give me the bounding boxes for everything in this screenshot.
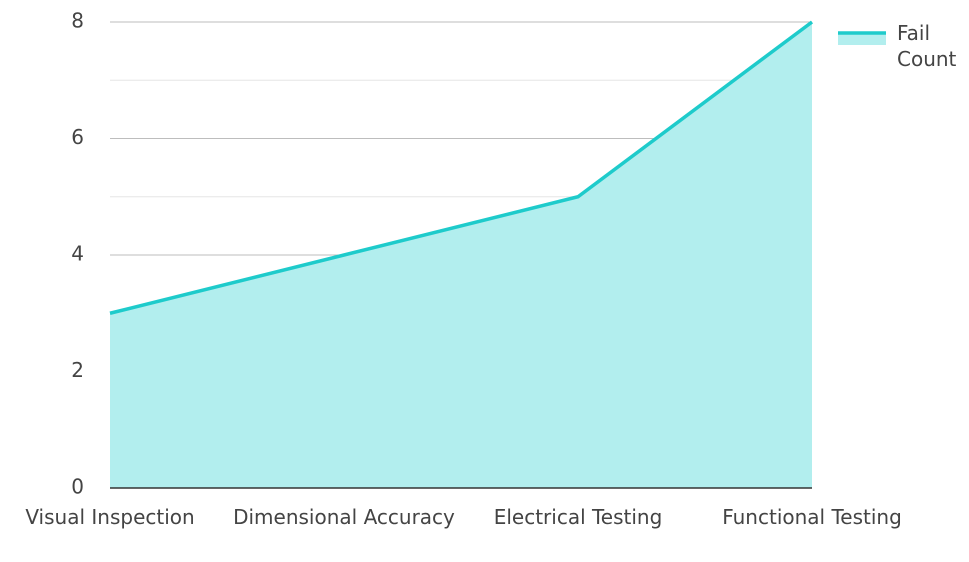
legend-label: Fail Count — [897, 21, 957, 71]
area — [110, 22, 812, 488]
y-tick-label: 2 — [71, 358, 84, 382]
line — [109, 20, 814, 315]
y-tick-label: 4 — [71, 242, 84, 266]
x-tick-label: Dimensional Accuracy — [233, 505, 455, 529]
x-tick-label: Electrical Testing — [493, 505, 663, 529]
y-tick-label: 6 — [71, 125, 84, 149]
x-tick-label: Functional Testing — [722, 505, 902, 529]
x-tick-label: Visual Inspection — [25, 505, 195, 529]
y-tick-label: 0 — [71, 475, 84, 499]
y-tick-label: 8 — [71, 9, 84, 33]
legend-swatch — [838, 33, 886, 45]
